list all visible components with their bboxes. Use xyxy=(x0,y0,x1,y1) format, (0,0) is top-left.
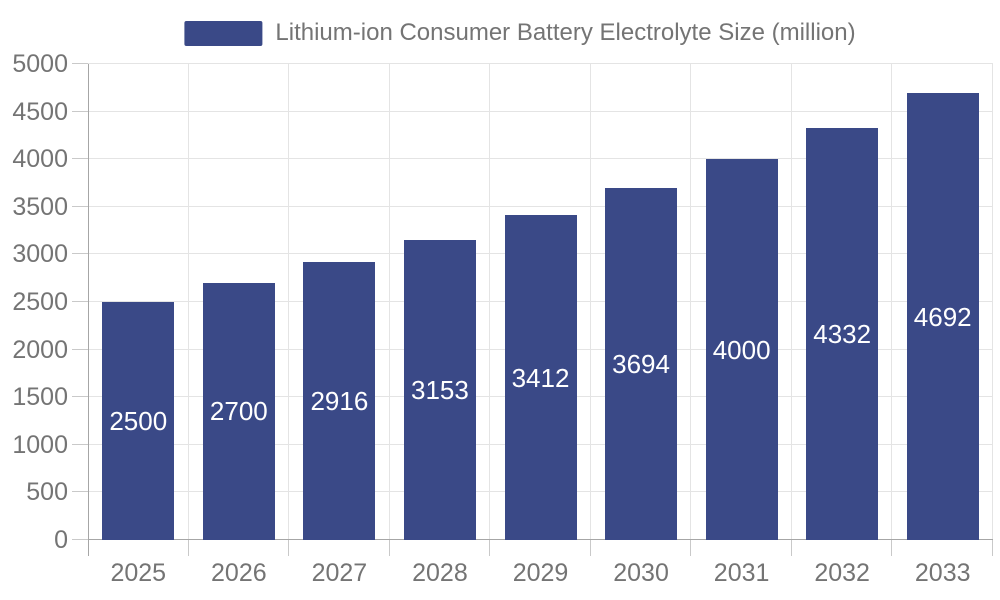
bar-value-label: 4332 xyxy=(813,318,872,349)
x-axis-tick xyxy=(288,540,290,556)
y-gridline xyxy=(88,63,993,64)
y-axis-label: 4000 xyxy=(12,145,68,174)
bar-value-label: 3153 xyxy=(411,374,469,405)
x-axis-label: 2029 xyxy=(512,559,569,587)
x-gridline xyxy=(589,64,591,540)
y-axis-label: 500 xyxy=(26,478,68,507)
y-axis-tick xyxy=(72,491,88,493)
y-axis-label: 2500 xyxy=(12,288,68,316)
bar-value-label: 3694 xyxy=(612,349,670,380)
x-axis-tick xyxy=(891,540,893,556)
x-gridline xyxy=(690,64,692,540)
y-axis-tick xyxy=(72,539,88,540)
y-gridline xyxy=(88,205,993,207)
x-gridline xyxy=(891,64,893,540)
x-axis-label: 2028 xyxy=(412,559,468,587)
bar-2031[interactable]: 4000 xyxy=(705,159,778,540)
x-axis-tick xyxy=(589,540,591,556)
bar-value-label: 2700 xyxy=(209,396,268,427)
y-axis-label: 1500 xyxy=(12,383,68,412)
x-axis-label: 2033 xyxy=(914,559,971,587)
x-gridline xyxy=(489,64,491,540)
y-axis-label: 1000 xyxy=(12,430,68,459)
x-axis-label: 2031 xyxy=(713,559,770,587)
y-gridline xyxy=(88,110,993,112)
bar-2028[interactable]: 3153 xyxy=(403,239,476,540)
x-axis-label: 2026 xyxy=(211,559,267,587)
x-gridline xyxy=(992,64,993,540)
y-axis-tick xyxy=(72,348,88,350)
x-axis-label: 2025 xyxy=(110,559,167,587)
y-axis-label: 0 xyxy=(54,526,68,554)
bar-2030[interactable]: 3694 xyxy=(605,188,678,540)
x-gridline xyxy=(288,64,290,540)
y-gridline xyxy=(88,158,993,160)
y-axis-tick xyxy=(72,396,88,398)
y-axis-tick xyxy=(72,253,88,255)
legend-label: Lithium-ion Consumer Battery Electrolyte… xyxy=(275,19,856,46)
x-axis-label: 2027 xyxy=(311,559,368,587)
x-axis-tick xyxy=(489,540,491,556)
bar-2027[interactable]: 2916 xyxy=(303,262,376,540)
y-axis-label: 2000 xyxy=(12,335,68,364)
bar-2033[interactable]: 4692 xyxy=(906,93,979,540)
legend-swatch xyxy=(184,20,263,46)
y-axis-tick xyxy=(72,63,88,64)
bar-value-label: 3412 xyxy=(511,362,570,393)
y-axis-tick xyxy=(72,158,88,160)
y-axis-label: 4500 xyxy=(12,97,68,126)
bar-value-label: 4000 xyxy=(712,334,771,365)
x-axis-tick xyxy=(690,540,692,556)
y-axis-tick xyxy=(72,301,88,302)
y-axis-tick xyxy=(72,205,88,207)
x-gridline xyxy=(388,64,390,540)
y-axis-line xyxy=(88,64,89,556)
x-gridline xyxy=(187,64,189,540)
x-axis-tick xyxy=(388,540,390,556)
bar-value-label: 2916 xyxy=(310,386,369,417)
x-axis-tick xyxy=(992,540,993,556)
x-axis-label: 2030 xyxy=(613,559,669,587)
y-axis-tick xyxy=(72,110,88,112)
x-axis-tick xyxy=(790,540,792,556)
bar-2029[interactable]: 3412 xyxy=(504,215,577,540)
y-axis-label: 3000 xyxy=(12,240,68,269)
y-axis-label: 5000 xyxy=(12,50,68,78)
bar-2032[interactable]: 4332 xyxy=(806,127,879,540)
bar-2025[interactable]: 2500 xyxy=(102,302,175,540)
y-axis-tick xyxy=(72,443,88,445)
x-gridline xyxy=(790,64,792,540)
bar-value-label: 4692 xyxy=(913,301,972,332)
legend-item[interactable]: Lithium-ion Consumer Battery Electrolyte… xyxy=(184,19,856,47)
bar-2026[interactable]: 2700 xyxy=(202,282,275,540)
bar-value-label: 2500 xyxy=(109,406,168,436)
x-axis-label: 2032 xyxy=(814,559,870,587)
x-axis-tick xyxy=(187,540,189,556)
y-axis-label: 3500 xyxy=(12,192,68,221)
